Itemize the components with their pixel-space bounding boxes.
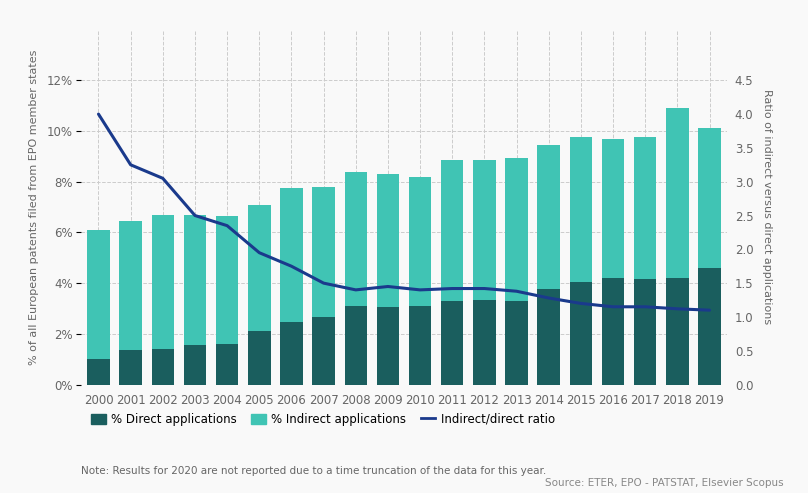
Bar	[377, 174, 399, 307]
Bar	[537, 145, 560, 289]
Bar	[87, 230, 110, 359]
Bar	[505, 301, 528, 385]
Bar	[152, 349, 174, 385]
Bar	[570, 138, 592, 282]
Bar	[120, 221, 142, 351]
Bar	[473, 160, 495, 300]
Bar	[183, 345, 206, 385]
Bar	[634, 280, 656, 385]
Legend: % Direct applications, % Indirect applications, Indirect/direct ratio: % Direct applications, % Indirect applic…	[86, 408, 560, 430]
Bar	[152, 214, 174, 349]
Bar	[313, 187, 335, 317]
Bar	[473, 300, 495, 385]
Bar	[280, 188, 303, 322]
Bar	[344, 306, 367, 385]
Bar	[570, 282, 592, 385]
Bar	[602, 139, 625, 278]
Bar	[344, 172, 367, 306]
Bar	[666, 278, 688, 385]
Bar	[441, 301, 464, 385]
Text: Note: Results for 2020 are not reported due to a time truncation of the data for: Note: Results for 2020 are not reported …	[81, 466, 546, 476]
Bar	[280, 322, 303, 385]
Bar	[409, 176, 431, 306]
Bar	[409, 306, 431, 385]
Bar	[441, 160, 464, 301]
Bar	[377, 307, 399, 385]
Text: Source: ETER, EPO - PATSTAT, Elsevier Scopus: Source: ETER, EPO - PATSTAT, Elsevier Sc…	[545, 478, 784, 488]
Bar	[505, 158, 528, 301]
Bar	[248, 331, 271, 385]
Bar	[183, 214, 206, 345]
Bar	[537, 289, 560, 385]
Bar	[216, 344, 238, 385]
Bar	[634, 138, 656, 280]
Bar	[216, 216, 238, 344]
Bar	[698, 268, 721, 385]
Bar	[698, 129, 721, 268]
Bar	[602, 278, 625, 385]
Bar	[87, 359, 110, 385]
Bar	[666, 108, 688, 278]
Bar	[120, 351, 142, 385]
Bar	[248, 205, 271, 331]
Y-axis label: Ratio of indirect versus direct applications: Ratio of indirect versus direct applicat…	[762, 90, 772, 324]
Y-axis label: % of all European patents filed from EPO member states: % of all European patents filed from EPO…	[29, 49, 39, 365]
Bar	[313, 317, 335, 385]
